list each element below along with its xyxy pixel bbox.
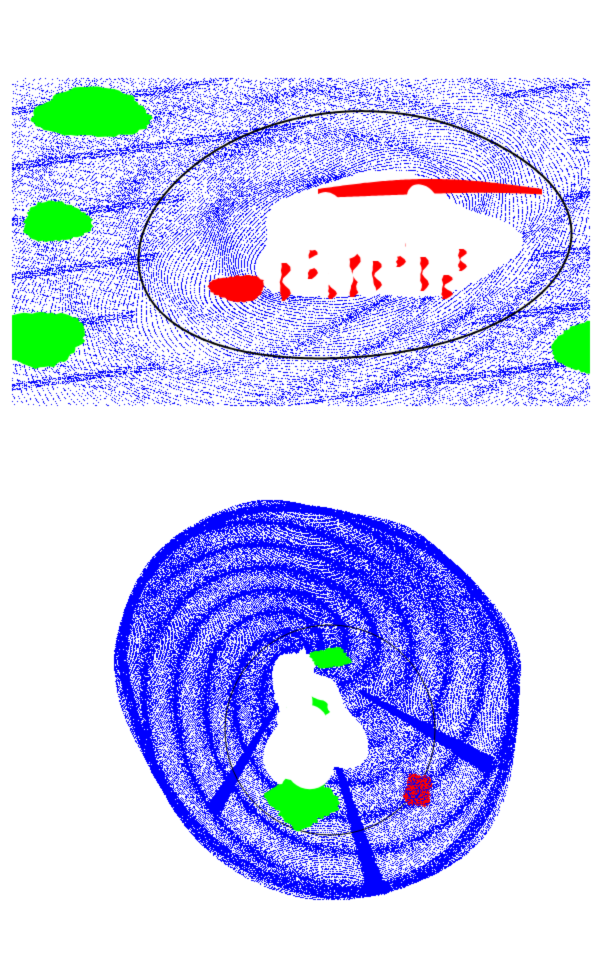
top-panel-canvas (0, 70, 603, 410)
top-panel (0, 70, 603, 410)
bottom-panel (0, 470, 603, 970)
bottom-panel-canvas (0, 470, 603, 970)
